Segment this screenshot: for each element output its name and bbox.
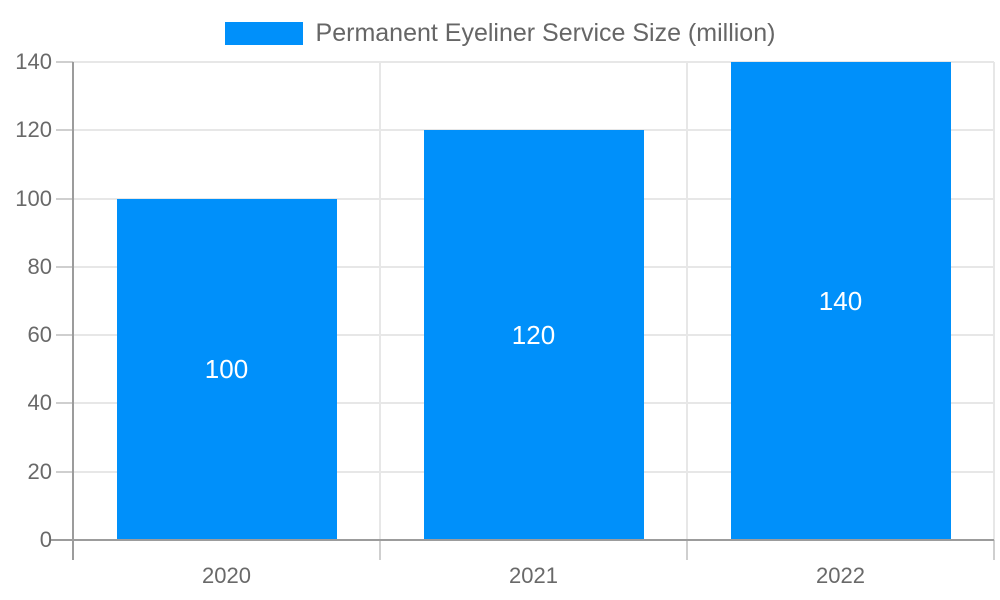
y-tick-label: 120 <box>15 117 52 143</box>
y-tick-mark <box>56 265 73 268</box>
gridline <box>73 129 994 132</box>
gridline <box>73 61 994 63</box>
x-tick-mark <box>686 540 688 560</box>
x-tick-mark <box>379 540 381 560</box>
x-tick-label: 2022 <box>816 563 865 588</box>
x-tick-label: 2020 <box>202 563 251 588</box>
y-tick-label: 20 <box>27 458 52 484</box>
y-tick-label: 40 <box>27 390 52 416</box>
bar-2021[interactable]: 120 <box>423 130 644 540</box>
y-tick-label: 60 <box>27 322 52 348</box>
y-tick-mark <box>56 402 73 405</box>
plot-area: 0 20 40 60 80 100 120 140 100 2020 120 2021 140 2022 <box>15 51 995 588</box>
gridline <box>993 62 995 540</box>
legend-swatch-icon <box>224 21 303 45</box>
legend-label: Permanent Eyeliner Service Size (million… <box>315 18 776 47</box>
y-tick-label: 100 <box>15 185 52 211</box>
y-tick-label: 0 <box>39 527 52 552</box>
bar-value-label: 140 <box>818 286 863 316</box>
gridline <box>379 62 381 540</box>
bar-value-label: 100 <box>204 354 249 385</box>
y-tick-label: 80 <box>27 253 52 279</box>
y-axis-line <box>72 62 74 560</box>
y-tick-label: 140 <box>15 49 52 74</box>
y-tick-mark <box>56 334 73 337</box>
bar-2022[interactable]: 140 <box>730 62 951 540</box>
bar-2020[interactable]: 100 <box>116 198 337 540</box>
gridline <box>686 62 688 540</box>
legend-item[interactable]: Permanent Eyeliner Service Size (million… <box>0 16 1000 50</box>
x-tick-mark <box>993 540 995 560</box>
y-tick-mark <box>56 470 73 473</box>
bar-value-label: 120 <box>511 320 556 351</box>
y-tick-mark <box>56 61 73 63</box>
y-tick-mark <box>56 129 73 132</box>
y-tick-mark <box>56 197 73 200</box>
x-tick-label: 2021 <box>509 563 558 588</box>
x-axis-line <box>51 539 994 541</box>
